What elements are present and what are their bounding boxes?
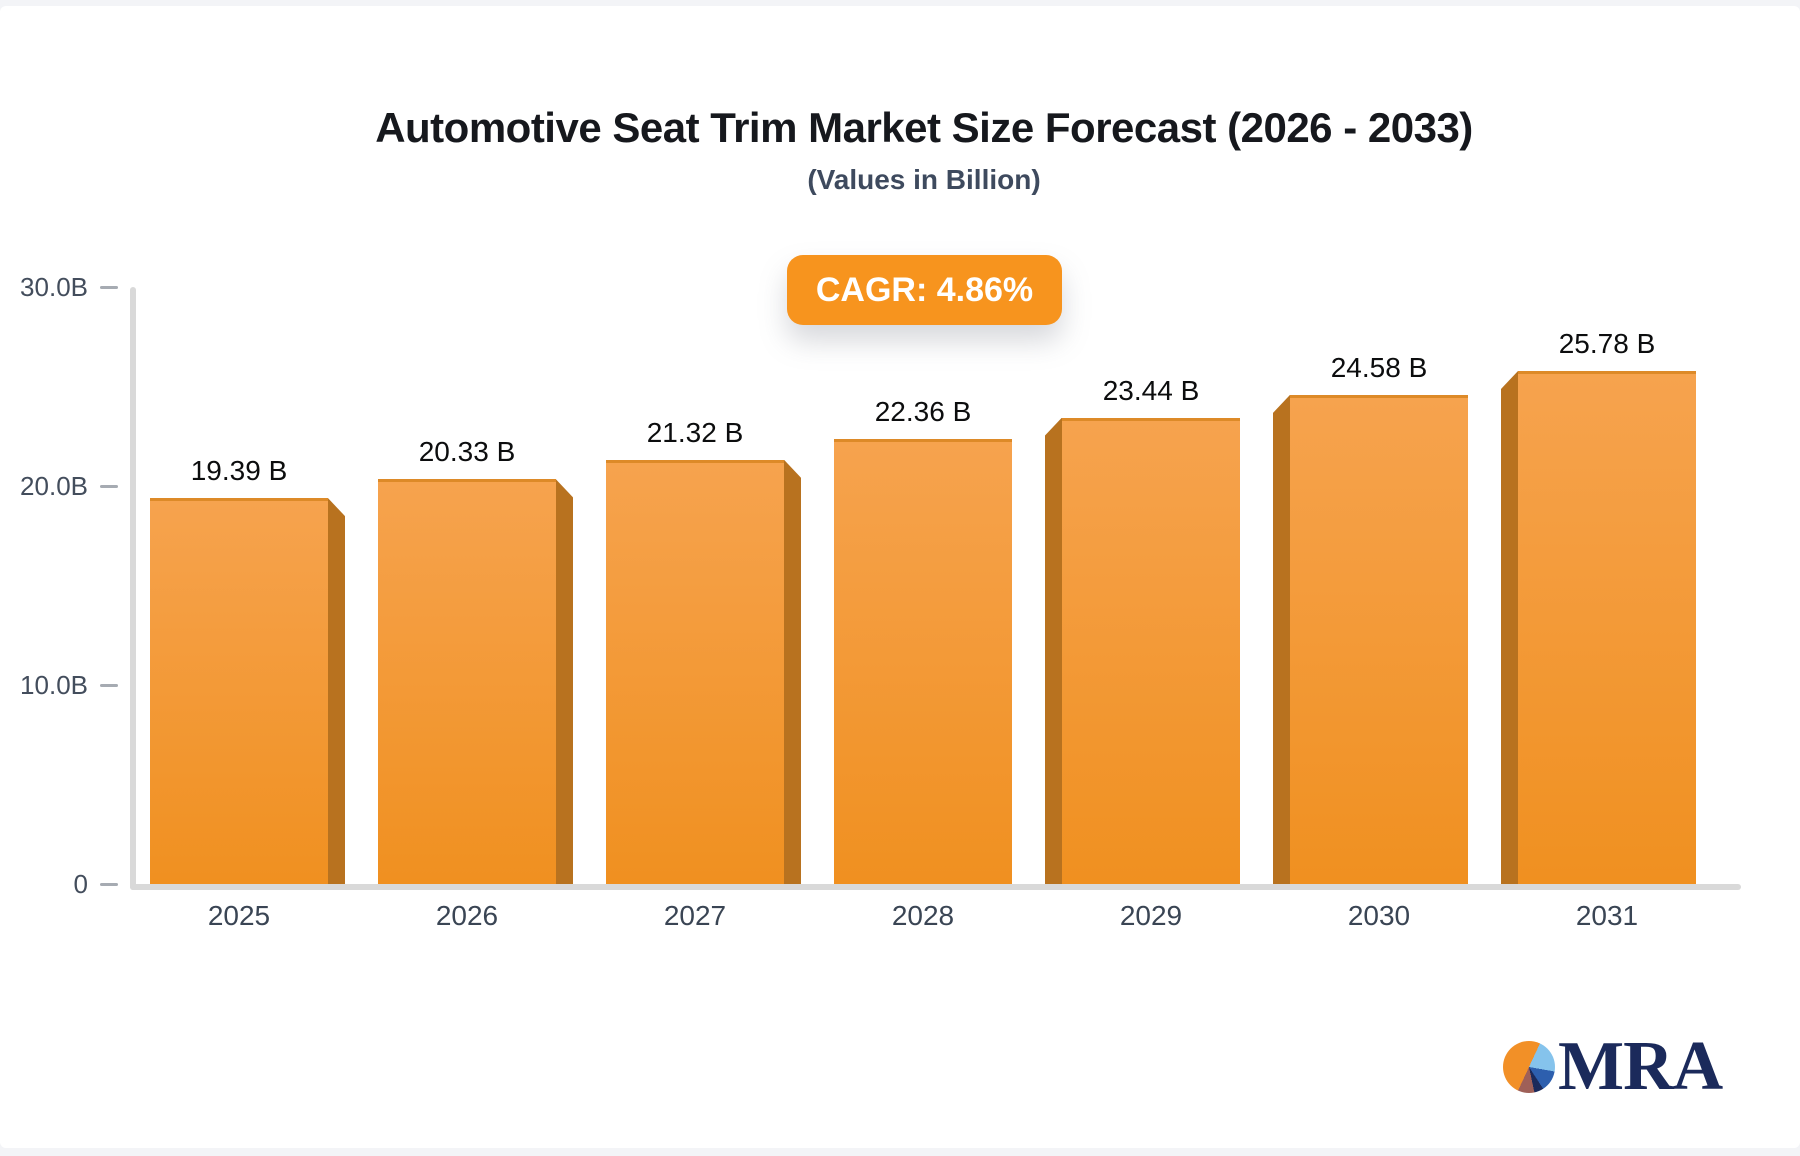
bar [1518,370,1696,884]
bar [834,439,1012,884]
bar-value-label: 22.36 B [874,396,972,428]
pie-chart-logo-icon [1503,1041,1555,1093]
bar-value-label: 20.33 B [418,436,516,468]
y-axis-tick-label: 0 [73,869,88,899]
x-axis-label: 2027 [663,900,727,931]
cagr-badge-label: CAGR: 4.86% [815,270,1034,309]
y-axis-tick-label: 10.0B [20,670,88,700]
x-axis-label: 2025 [207,900,271,931]
x-axis-label: 2026 [435,900,499,931]
y-axis-tick-label: 30.0B [20,272,88,302]
chart-subtitle: (Values in Billion) [807,164,1041,195]
y-axis-tick-label: 20.0B [20,471,88,501]
bar-value-label: 23.44 B [1102,374,1200,406]
bar-side-face [328,498,345,884]
bar-value-label: 25.78 B [1558,327,1656,359]
bar [606,459,784,884]
bar-value-label: 21.32 B [646,416,744,448]
bar-value-label: 24.58 B [1330,351,1428,383]
y-tick-dash-icon [100,883,118,886]
x-axis-line [130,884,1741,890]
bar-side-face [784,459,801,884]
y-tick-dash-icon [100,485,118,488]
y-axis-line [130,287,136,890]
bar [1290,394,1468,884]
x-axis-label: 2029 [1119,900,1183,931]
bar-side-face [556,479,573,884]
brand-logo[interactable]: MRA [1503,1028,1723,1105]
bar-value-label: 19.39 B [190,455,288,487]
bar [378,479,556,884]
cagr-badge: CAGR: 4.86% [787,255,1062,325]
y-tick-dash-icon [100,684,118,687]
bar [150,498,328,884]
bar-side-face [1501,370,1518,884]
bar [1062,417,1240,884]
x-axis-label: 2028 [891,900,955,931]
y-tick-dash-icon [100,286,118,289]
x-axis-label: 2031 [1575,900,1639,931]
chart-title: Automotive Seat Trim Market Size Forecas… [375,104,1473,151]
brand-logo-text: MRA [1558,1028,1723,1105]
x-axis-label: 2030 [1347,900,1411,931]
bar-side-face [1273,394,1290,884]
bar-side-face [1045,417,1062,884]
